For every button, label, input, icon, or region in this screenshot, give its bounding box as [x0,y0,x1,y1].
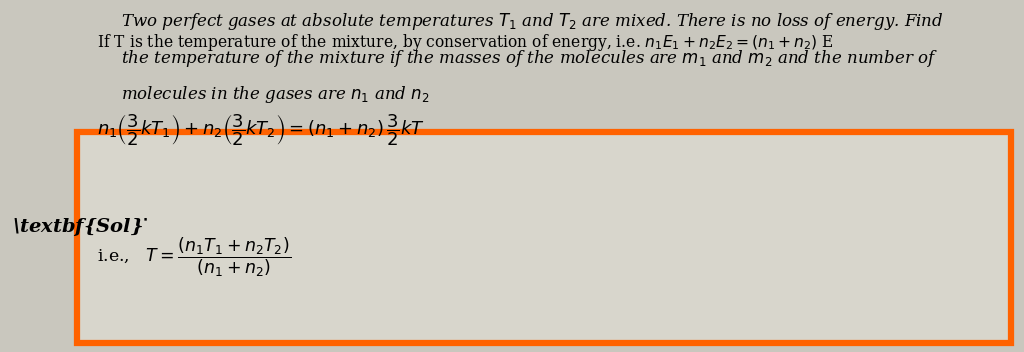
Text: molecules in the gases are $n_1$ and $n_2$: molecules in the gases are $n_1$ and $n_… [121,84,429,106]
Text: i.e.,   $T = \dfrac{(n_1 T_1 + n_2 T_2)}{(n_1 + n_2)}$: i.e., $T = \dfrac{(n_1 T_1 + n_2 T_2)}{(… [97,236,291,279]
Text: If T is the temperature of the mixture, by conservation of energy, i.e. $n_1 E_1: If T is the temperature of the mixture, … [97,32,835,53]
Text: the temperature of the mixture if the masses of the molecules are $m_1$ and $m_2: the temperature of the mixture if the ma… [121,48,938,69]
Text: \textbf{Sol}$^{\mathbf{\cdot}}$: \textbf{Sol}$^{\mathbf{\cdot}}$ [12,216,150,239]
Text: Two perfect gases at absolute temperatures $T_1$ and $T_2$ are mixed. There is n: Two perfect gases at absolute temperatur… [121,11,943,32]
Text: $n_1 \left(\dfrac{3}{2}kT_1\right) + n_2 \left(\dfrac{3}{2}kT_2\right) = (n_1 + : $n_1 \left(\dfrac{3}{2}kT_1\right) + n_2… [97,113,425,148]
FancyBboxPatch shape [77,132,1011,343]
